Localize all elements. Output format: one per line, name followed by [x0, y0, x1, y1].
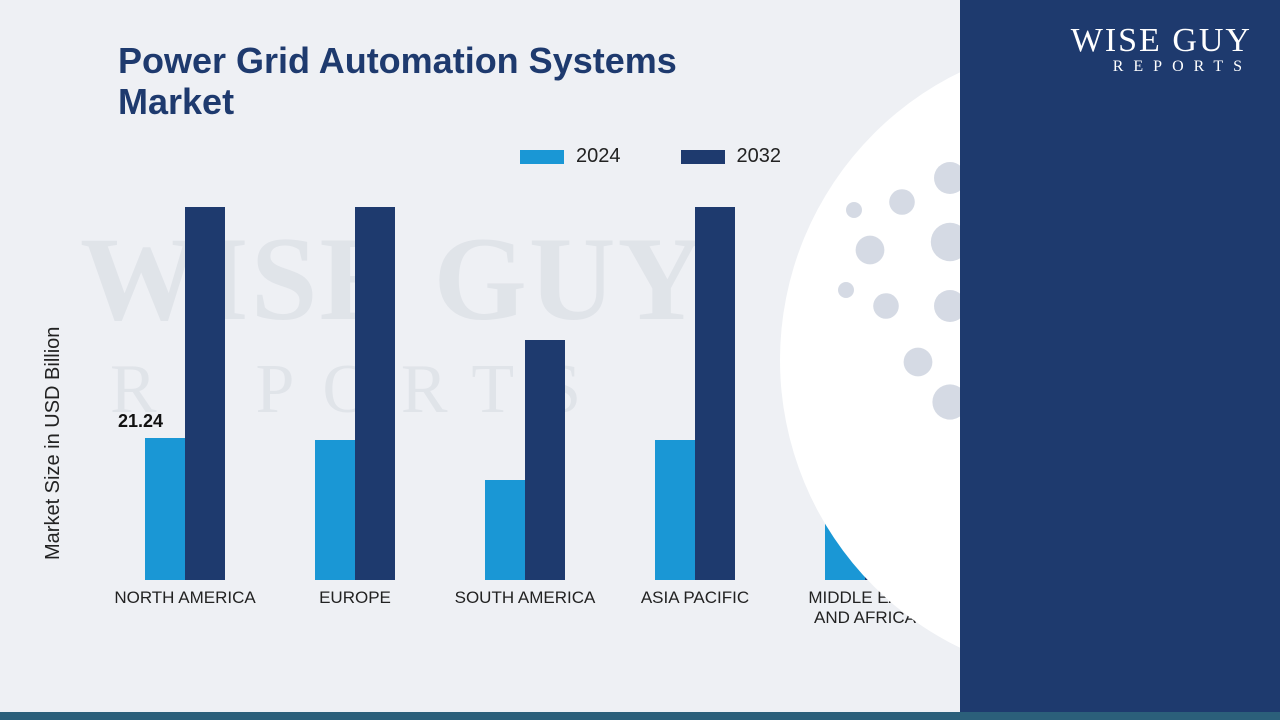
side-panel [960, 0, 1280, 720]
bar-2024 [655, 440, 695, 580]
legend-swatch-2024 [520, 150, 564, 164]
legend-swatch-2032 [681, 150, 725, 164]
brand-line2: REPORTS [1071, 58, 1252, 76]
bar-2032 [525, 340, 565, 580]
legend-label-2024: 2024 [576, 145, 621, 168]
x-axis-label: SOUTH AMERICA [450, 588, 600, 608]
legend-item-2024: 2024 [520, 145, 621, 168]
bar-2024 [145, 438, 185, 580]
chart-title: Power Grid Automation Systems Market [118, 40, 778, 123]
stage: WISE GUY REPORTS Power Grid Automation S… [0, 0, 1280, 720]
bar-group [280, 207, 430, 580]
brand-line1: WISE GUY [1071, 22, 1252, 60]
x-axis-label: ASIA PACIFIC [620, 588, 770, 608]
x-axis-label: NORTH AMERICA [110, 588, 260, 608]
bar-2024 [485, 480, 525, 580]
value-label: 21.24 [118, 411, 163, 432]
bar-2024 [315, 440, 355, 580]
bar-group [450, 340, 600, 580]
bottom-strip [0, 712, 1280, 720]
bar-2032 [695, 207, 735, 580]
y-axis-label: Market Size in USD Billion [42, 327, 65, 560]
x-axis-label: EUROPE [280, 588, 430, 608]
legend-label-2032: 2032 [737, 145, 782, 168]
bar-2032 [355, 207, 395, 580]
bar-group [110, 207, 260, 580]
legend: 2024 2032 [520, 145, 781, 168]
bar-2032 [185, 207, 225, 580]
bar-group [620, 207, 770, 580]
legend-item-2032: 2032 [681, 145, 782, 168]
brand-logo: WISE GUY REPORTS [1071, 22, 1252, 76]
